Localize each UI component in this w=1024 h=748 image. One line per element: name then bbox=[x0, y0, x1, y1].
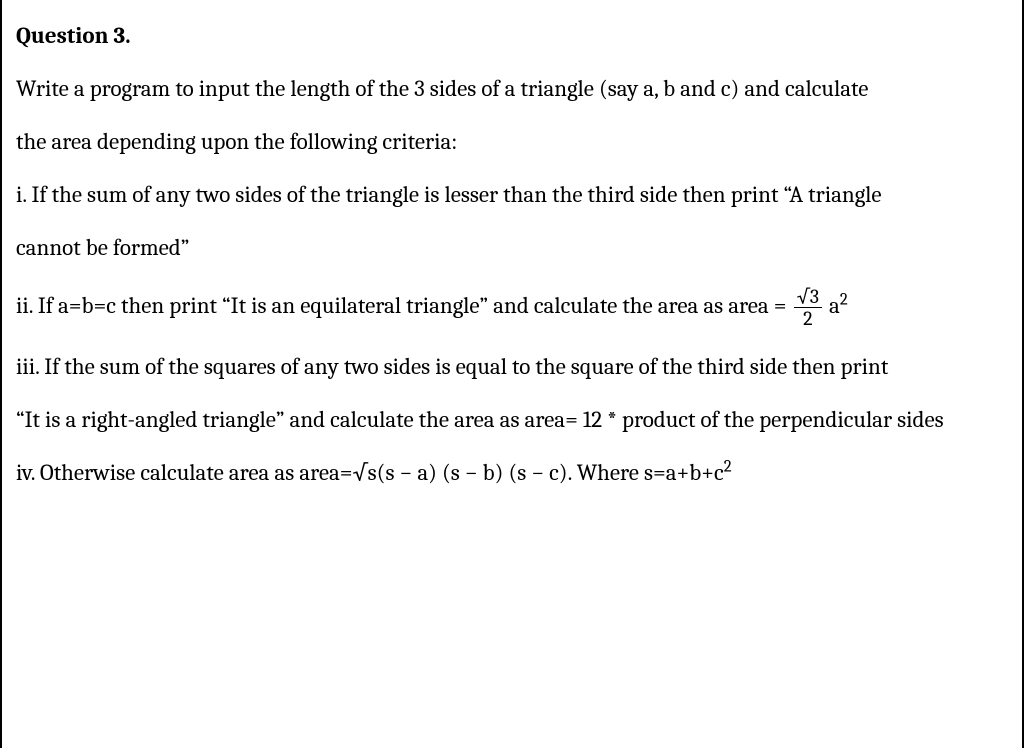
criterion-iii-part1: iii. If the sum of the squares of any tw… bbox=[16, 351, 1016, 382]
fraction-denominator: 2 bbox=[794, 308, 822, 329]
criterion-iv-text: iv. Otherwise calculate area as area=√s(… bbox=[16, 459, 724, 486]
intro-line-2: the area depending upon the following cr… bbox=[16, 126, 1016, 157]
criterion-ii-tail: a bbox=[824, 292, 840, 319]
fraction-icon: √3 2 bbox=[794, 286, 822, 329]
superscript-2a: 2 bbox=[840, 291, 848, 310]
criterion-i-part2: cannot be formed” bbox=[16, 232, 1016, 263]
criterion-i-part1: i. If the sum of any two sides of the tr… bbox=[16, 179, 1016, 210]
question-page: Question 3. Write a program to input the… bbox=[0, 0, 1024, 748]
criterion-iii-part2: “It is a right-angled triangle” and calc… bbox=[16, 404, 1016, 435]
fraction-numerator: √3 bbox=[794, 286, 822, 308]
criterion-ii-text: ii. If a=b=c then print “It is an equila… bbox=[16, 292, 787, 319]
criterion-ii: ii. If a=b=c then print “It is an equila… bbox=[16, 285, 1016, 329]
criterion-iv: iv. Otherwise calculate area as area=√s(… bbox=[16, 457, 1016, 488]
question-heading: Question 3. bbox=[16, 20, 1016, 51]
intro-line-1: Write a program to input the length of t… bbox=[16, 73, 1016, 104]
superscript-2b: 2 bbox=[724, 458, 732, 477]
